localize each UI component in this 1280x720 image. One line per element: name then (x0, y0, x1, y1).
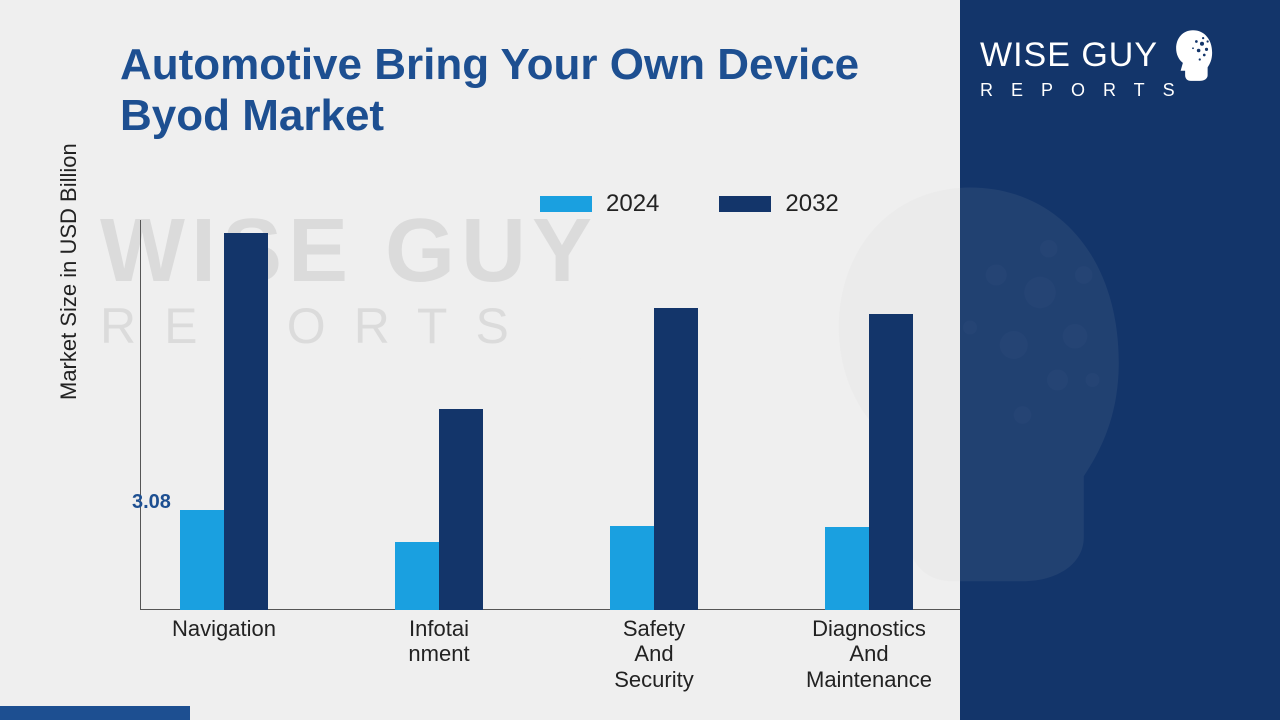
plot-area: Navigation3.08 Infotai nment Safety And Se… (140, 220, 960, 610)
bar-2024 (180, 510, 224, 610)
bar-2032 (654, 308, 698, 610)
bar-2024 (395, 542, 439, 610)
legend-swatch-2032 (719, 196, 771, 212)
bar-group: Infotai nment (395, 409, 483, 611)
logo-head-icon (1166, 28, 1220, 82)
category-label: Safety And Security (564, 616, 744, 692)
logo-text-line1: WISE GUY (980, 36, 1158, 75)
chart-title: Automotive Bring Your Own Device Byod Ma… (120, 40, 880, 141)
legend: 2024 2032 (540, 190, 839, 218)
y-axis-line (140, 220, 141, 610)
bar-group: Navigation3.08 (180, 233, 268, 610)
brand-logo: WISE GUY REPORTS (980, 28, 1250, 101)
bar-2032 (224, 233, 268, 610)
category-label: Navigation (134, 616, 314, 641)
bar-group: Diagnostics And Maintenance (825, 314, 913, 610)
bottom-accent-bar (0, 706, 190, 720)
logo-text-line2: REPORTS (980, 80, 1250, 101)
legend-swatch-2024 (540, 196, 592, 212)
bar-2032 (439, 409, 483, 611)
category-label: Infotai nment (349, 616, 529, 667)
bar-2024 (610, 526, 654, 611)
category-label: Diagnostics And Maintenance (779, 616, 959, 692)
legend-label-2032: 2032 (785, 190, 838, 218)
bar-group: Safety And Security (610, 308, 698, 610)
legend-label-2024: 2024 (606, 190, 659, 218)
y-axis-label: Market Size in USD Billion (56, 143, 82, 400)
legend-item-2032: 2032 (719, 190, 838, 218)
bar-2024 (825, 527, 869, 610)
legend-item-2024: 2024 (540, 190, 659, 218)
chart-canvas: WISE GUY REPORTS Automotive Bring Your O… (0, 0, 1280, 720)
bar-value-label: 3.08 (132, 491, 171, 514)
bar-2032 (869, 314, 913, 610)
